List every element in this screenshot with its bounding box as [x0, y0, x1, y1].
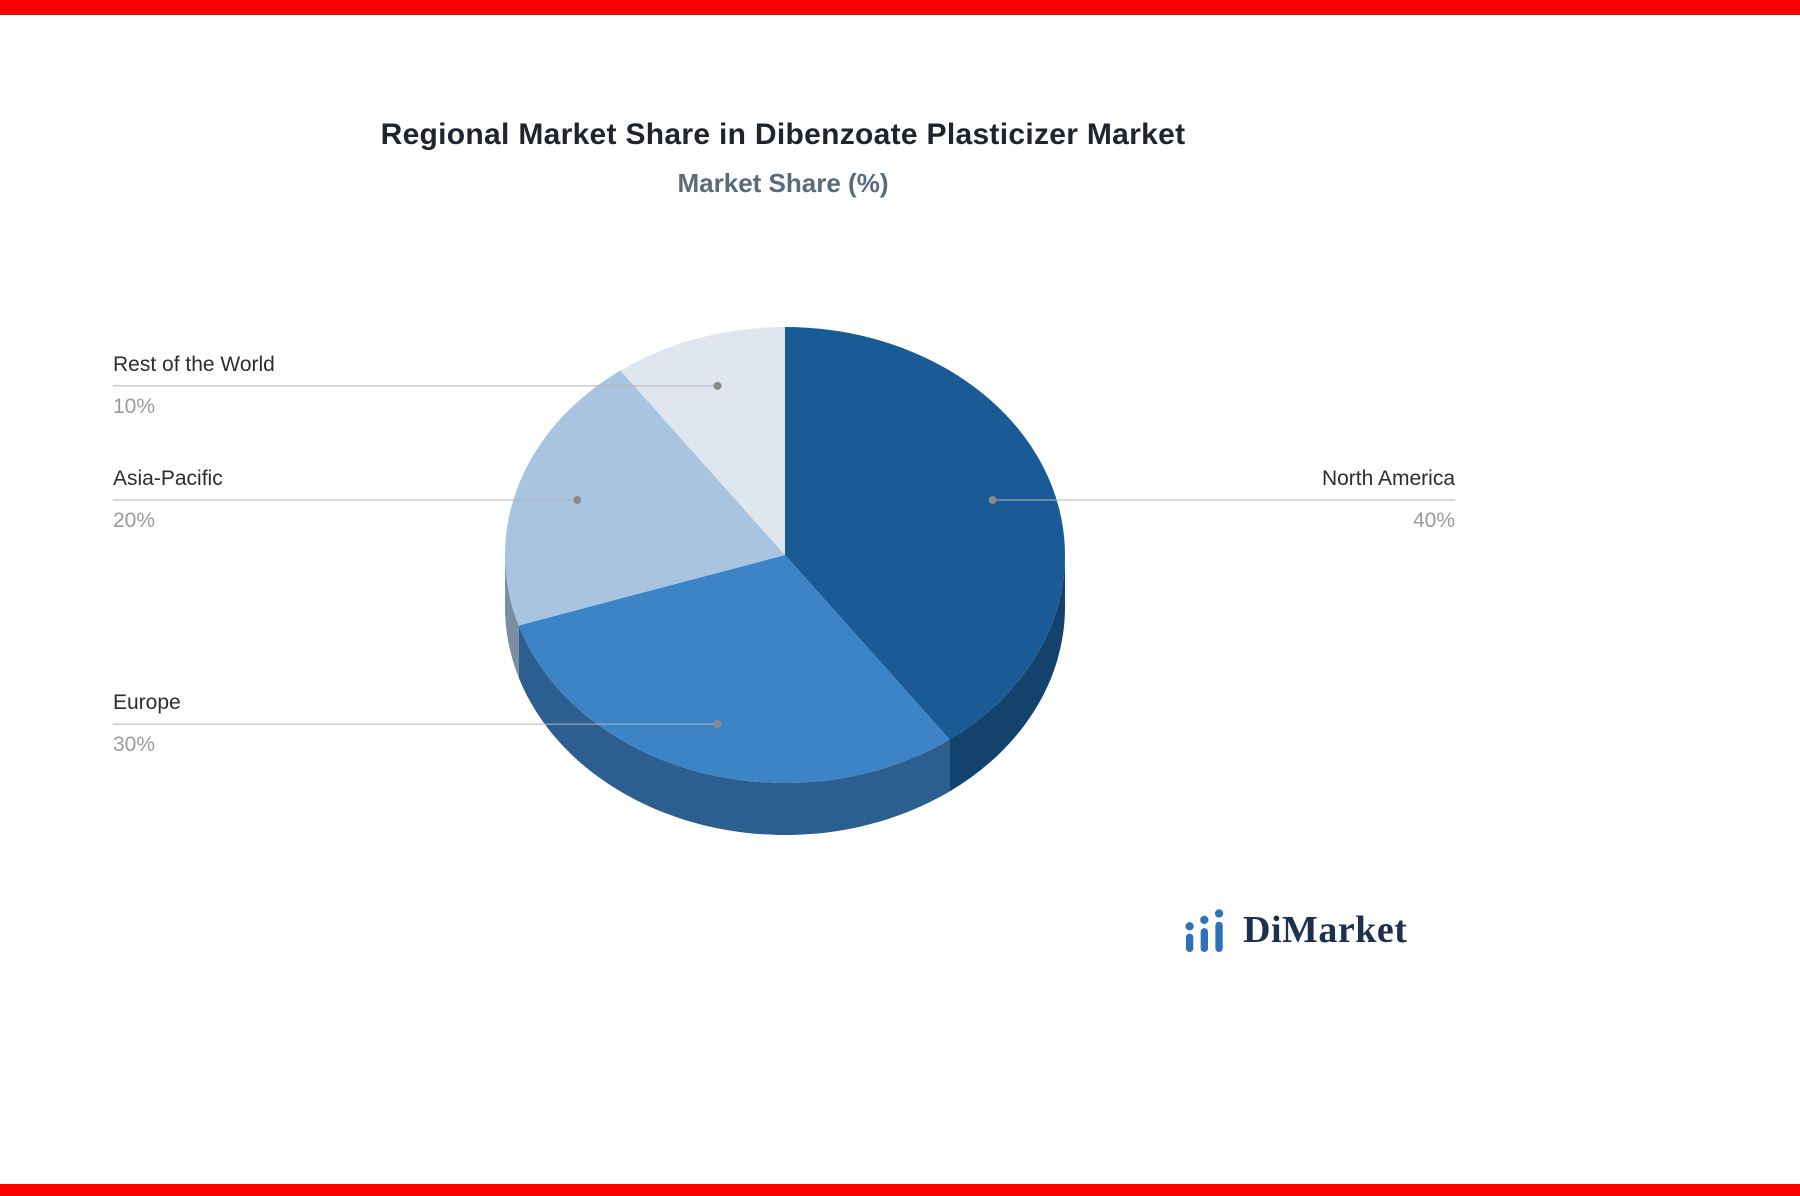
- chart-subtitle: Market Share (%): [677, 168, 889, 198]
- pie-slice-side: [518, 625, 950, 836]
- slice-percentage: 30%: [113, 733, 156, 757]
- bar-chart-logo-icon: [1185, 909, 1224, 953]
- leader-dot: [713, 381, 722, 390]
- pie-slice-0: [785, 327, 1065, 740]
- bottom-border: [0, 1184, 1800, 1196]
- slice-name: North America: [1321, 467, 1455, 491]
- pie-slice-side: [949, 555, 1065, 792]
- slice-percentage: 40%: [1412, 509, 1455, 533]
- pie-slice-3: [620, 327, 785, 555]
- leader-dot: [573, 496, 582, 505]
- leader-dot: [988, 496, 997, 505]
- chart-title: Regional Market Share in Dibenzoate Plas…: [380, 118, 1186, 151]
- slice-percentage: 20%: [113, 509, 156, 533]
- pie-slice-2: [505, 370, 785, 626]
- slice-name: Rest of the World: [113, 352, 275, 376]
- slice-percentage: 10%: [113, 394, 156, 418]
- brand-logo: DiMarket: [1185, 905, 1407, 955]
- pie-slice-side: [505, 555, 519, 678]
- top-border: [0, 0, 1800, 15]
- brand-name: DiMarket: [1243, 909, 1408, 951]
- slice-name: Europe: [113, 691, 181, 715]
- slice-name: Asia-Pacific: [113, 467, 223, 491]
- leader-dot: [713, 720, 722, 729]
- pie-slice-1: [518, 555, 950, 783]
